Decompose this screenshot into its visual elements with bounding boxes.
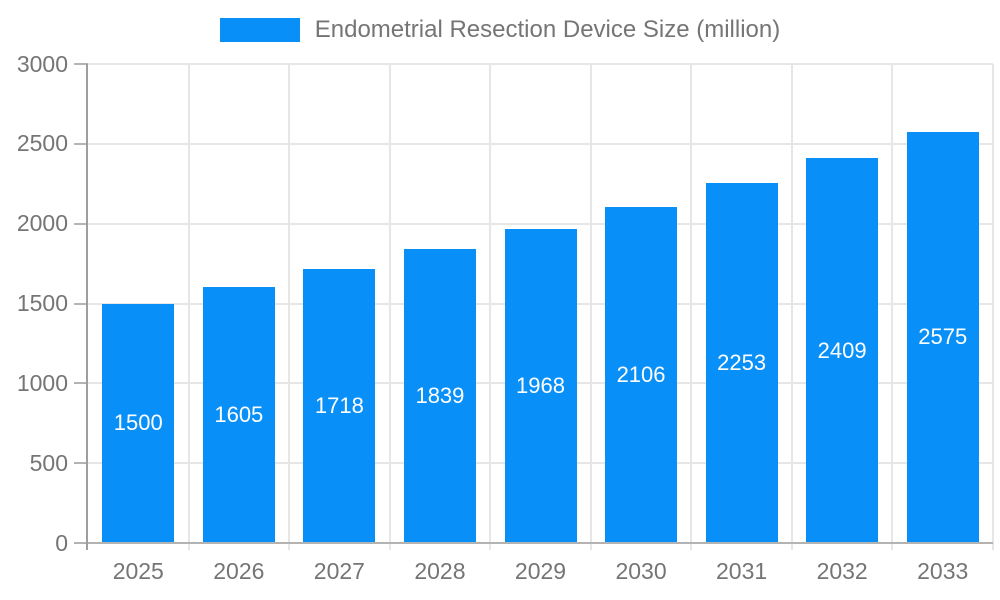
gridline-vertical <box>187 64 190 550</box>
gridline-vertical <box>489 64 492 550</box>
x-tick-label: 2028 <box>414 558 466 584</box>
legend: Endometrial Resection Device Size (milli… <box>0 16 1000 44</box>
y-tick-label: 500 <box>29 449 68 476</box>
x-tick-label: 2029 <box>514 558 567 584</box>
y-axis-tick <box>74 462 88 465</box>
bar: 1500 <box>102 303 175 543</box>
x-tick-label: 2030 <box>615 558 667 584</box>
gridline-horizontal <box>88 222 993 225</box>
bar: 2575 <box>906 131 979 543</box>
gridline-vertical <box>790 64 793 550</box>
x-tick-label: 2026 <box>213 558 265 584</box>
gridline-vertical <box>690 64 693 550</box>
bar-value-label: 1839 <box>415 383 465 409</box>
bar: 1605 <box>202 286 275 543</box>
legend-swatch-icon <box>219 18 300 42</box>
gridline-vertical <box>992 64 994 550</box>
gridline-horizontal <box>88 63 993 65</box>
y-tick-label: 0 <box>55 529 68 556</box>
legend-label: Endometrial Resection Device Size (milli… <box>314 16 781 43</box>
y-axis-tick <box>74 302 88 305</box>
y-axis-tick <box>74 142 88 145</box>
bar: 1968 <box>504 228 577 543</box>
bar-value-label: 1968 <box>516 372 565 398</box>
bar-value-label: 2106 <box>616 361 666 387</box>
bar: 1839 <box>403 249 476 543</box>
y-tick-label: 3000 <box>16 50 68 77</box>
legend-item[interactable]: Endometrial Resection Device Size (milli… <box>219 16 781 44</box>
gridline-horizontal <box>88 142 993 145</box>
x-tick-label: 2032 <box>816 558 868 584</box>
bar-value-label: 2409 <box>817 337 867 363</box>
y-axis-tick <box>74 222 88 225</box>
y-tick-label: 1000 <box>16 369 68 396</box>
x-tick-label: 2031 <box>716 558 768 584</box>
y-axis-tick <box>74 542 88 544</box>
bar: 2409 <box>806 158 879 543</box>
bar-value-label: 2253 <box>717 350 767 376</box>
gridline-vertical <box>388 64 391 550</box>
bar-value-label: 1605 <box>214 401 264 427</box>
y-tick-label: 1500 <box>16 290 68 316</box>
bar-value-label: 2575 <box>918 324 968 350</box>
gridline-vertical <box>288 64 291 550</box>
y-axis-tick <box>74 382 88 385</box>
bar: 2106 <box>605 206 678 543</box>
bar-value-label: 1718 <box>314 392 364 418</box>
x-tick-label: 2027 <box>313 558 365 584</box>
y-axis-line <box>86 64 88 550</box>
x-tick-label: 2033 <box>917 558 969 584</box>
y-tick-label: 2500 <box>16 130 68 157</box>
bar: 1718 <box>303 268 376 543</box>
gridline-vertical <box>891 64 894 550</box>
x-tick-label: 2025 <box>112 558 164 584</box>
x-axis-line <box>88 542 993 544</box>
gridline-vertical <box>589 64 592 550</box>
bar-value-label: 1500 <box>113 410 163 436</box>
bar: 2253 <box>705 183 778 543</box>
y-tick-label: 2000 <box>16 210 68 237</box>
y-axis-tick <box>74 63 88 65</box>
